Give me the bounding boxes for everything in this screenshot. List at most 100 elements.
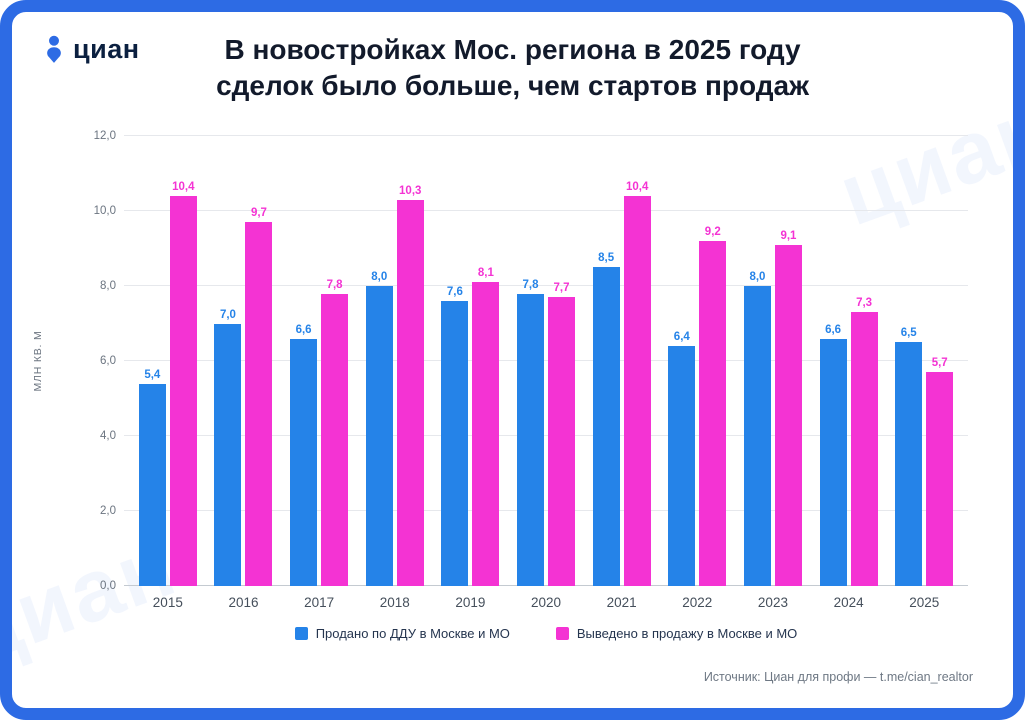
legend-item: Продано по ДДУ в Москве и МО xyxy=(294,626,510,641)
bar-column: 7,3 xyxy=(850,136,878,586)
bar xyxy=(472,282,500,586)
bar-value-label: 10,4 xyxy=(172,181,195,193)
bar-column: 9,7 xyxy=(245,136,273,586)
y-tick-label: 10,0 xyxy=(93,205,116,217)
bar-group: 6,6 7,3 xyxy=(811,136,887,586)
x-tick-label: 2025 xyxy=(909,595,940,610)
bar xyxy=(548,297,576,586)
bar-column: 10,4 xyxy=(623,136,651,586)
gridline xyxy=(124,435,968,437)
bar-group: 6,5 5,7 xyxy=(886,136,962,586)
legend-swatch-icon xyxy=(294,627,308,640)
bar-column: 7,7 xyxy=(548,136,576,586)
bar xyxy=(668,346,696,586)
cian-logo: циан xyxy=(42,34,140,65)
y-tick-label: 0,0 xyxy=(100,580,116,592)
bar-column: 8,0 xyxy=(365,136,393,586)
bar-value-label: 5,4 xyxy=(144,368,161,381)
bar xyxy=(214,323,242,586)
bar-group: 5,4 10,4 xyxy=(130,136,206,586)
bar xyxy=(517,293,545,586)
bar xyxy=(592,267,620,586)
bar-value-label: 7,8 xyxy=(522,278,539,291)
bar-value-label: 5,7 xyxy=(931,357,948,370)
x-tick-label: 2018 xyxy=(379,595,410,610)
x-tick-label: 2020 xyxy=(531,595,562,610)
bar xyxy=(623,196,651,586)
bar-value-label: 9,2 xyxy=(704,226,721,238)
bar xyxy=(169,196,197,586)
x-tick-label: 2024 xyxy=(833,595,864,610)
cian-logo-text: циан xyxy=(73,34,140,64)
bar-value-label: 10,3 xyxy=(399,184,422,197)
bar-value-label: 7,6 xyxy=(446,286,463,298)
bar-value-label: 9,7 xyxy=(250,207,267,220)
bar-value-label: 9,1 xyxy=(780,229,797,242)
gridline xyxy=(124,585,968,586)
bar-value-label: 10,4 xyxy=(625,181,649,193)
legend-swatch-icon xyxy=(555,627,569,640)
x-tick-label: 2019 xyxy=(455,595,486,610)
bar-column: 6,6 xyxy=(819,136,847,586)
bar-column: 6,5 xyxy=(895,136,923,586)
bar-group: 8,0 10,3 xyxy=(357,136,433,586)
plot-area: МЛН КВ. М 5,4 10,4 7,0 9,7 6,6 7,8 8,0 10,3 7,6 8… xyxy=(32,130,968,592)
bar-column: 7,8 xyxy=(517,136,545,586)
bar-column: 7,0 xyxy=(214,136,242,586)
bar-value-label: 8,1 xyxy=(477,267,494,280)
bar-column: 7,8 xyxy=(321,136,349,586)
y-tick-label: 6,0 xyxy=(100,355,116,367)
bar-group: 6,4 9,2 xyxy=(659,136,735,586)
bar-value-label: 7,8 xyxy=(326,278,343,291)
cian-pin-icon xyxy=(42,35,66,64)
bar xyxy=(743,286,771,586)
source-note: Источник: Циан для профи — t.me/cian_rea… xyxy=(703,670,973,684)
gridline xyxy=(124,360,968,361)
legend-label: Продано по ДДУ в Москве и МО xyxy=(315,626,510,641)
bar xyxy=(290,338,318,586)
bar-column: 5,4 xyxy=(138,136,166,586)
bar-value-label: 6,5 xyxy=(900,327,917,340)
bar xyxy=(819,338,847,586)
bar-column: 9,1 xyxy=(774,136,802,586)
bar-value-label: 6,4 xyxy=(673,331,690,343)
bar-column: 5,7 xyxy=(926,136,954,586)
bar xyxy=(850,312,878,586)
y-axis-title: МЛН КВ. М xyxy=(32,330,44,392)
bar-column: 9,2 xyxy=(699,136,727,586)
y-tick-label: 12,0 xyxy=(93,130,116,142)
bar-column: 8,1 xyxy=(472,136,500,586)
bar-group: 6,6 7,8 xyxy=(281,136,357,586)
bar-group: 8,5 10,4 xyxy=(584,136,660,586)
bar-group: 7,8 7,7 xyxy=(508,136,584,586)
gridline xyxy=(124,135,968,136)
x-tick-label: 2017 xyxy=(304,595,335,610)
bar-group: 7,0 9,7 xyxy=(206,136,282,586)
x-tick-label: 2023 xyxy=(757,595,788,610)
x-tick-label: 2015 xyxy=(152,595,183,610)
gridline xyxy=(124,510,968,512)
bar xyxy=(699,241,727,586)
x-tick-label: 2022 xyxy=(682,595,713,610)
y-tick-label: 8,0 xyxy=(100,280,116,293)
x-labels: 2015 2016 2017 2018 2019 2020 2021 2022 2023 2024… xyxy=(124,595,968,610)
bar-column: 10,4 xyxy=(169,136,197,586)
x-tick-label: 2021 xyxy=(606,595,637,610)
bar-column: 8,0 xyxy=(743,136,771,586)
gridline xyxy=(124,285,968,287)
bar-group: 8,0 9,1 xyxy=(735,136,811,586)
bar xyxy=(365,286,393,586)
bar xyxy=(396,199,424,586)
bar-column: 6,4 xyxy=(668,136,696,586)
bar-column: 7,6 xyxy=(441,136,469,586)
bar-value-label: 7,7 xyxy=(553,282,570,295)
y-tick-label: 4,0 xyxy=(100,430,116,443)
chart-title-line2: сделок было больше, чем стартов продаж xyxy=(216,70,809,102)
x-tick-label: 2016 xyxy=(228,595,259,610)
y-tick-label: 2,0 xyxy=(100,505,116,518)
bar xyxy=(138,383,166,586)
bar xyxy=(245,222,273,586)
bar-value-label: 8,5 xyxy=(598,252,615,265)
chart: МЛН КВ. М 5,4 10,4 7,0 9,7 6,6 7,8 8,0 10,3 7,6 8… xyxy=(32,130,968,641)
bar-groups: 5,4 10,4 7,0 9,7 6,6 7,8 8,0 10,3 7,6 8,1 7,8 7,7 8,… xyxy=(124,136,968,586)
